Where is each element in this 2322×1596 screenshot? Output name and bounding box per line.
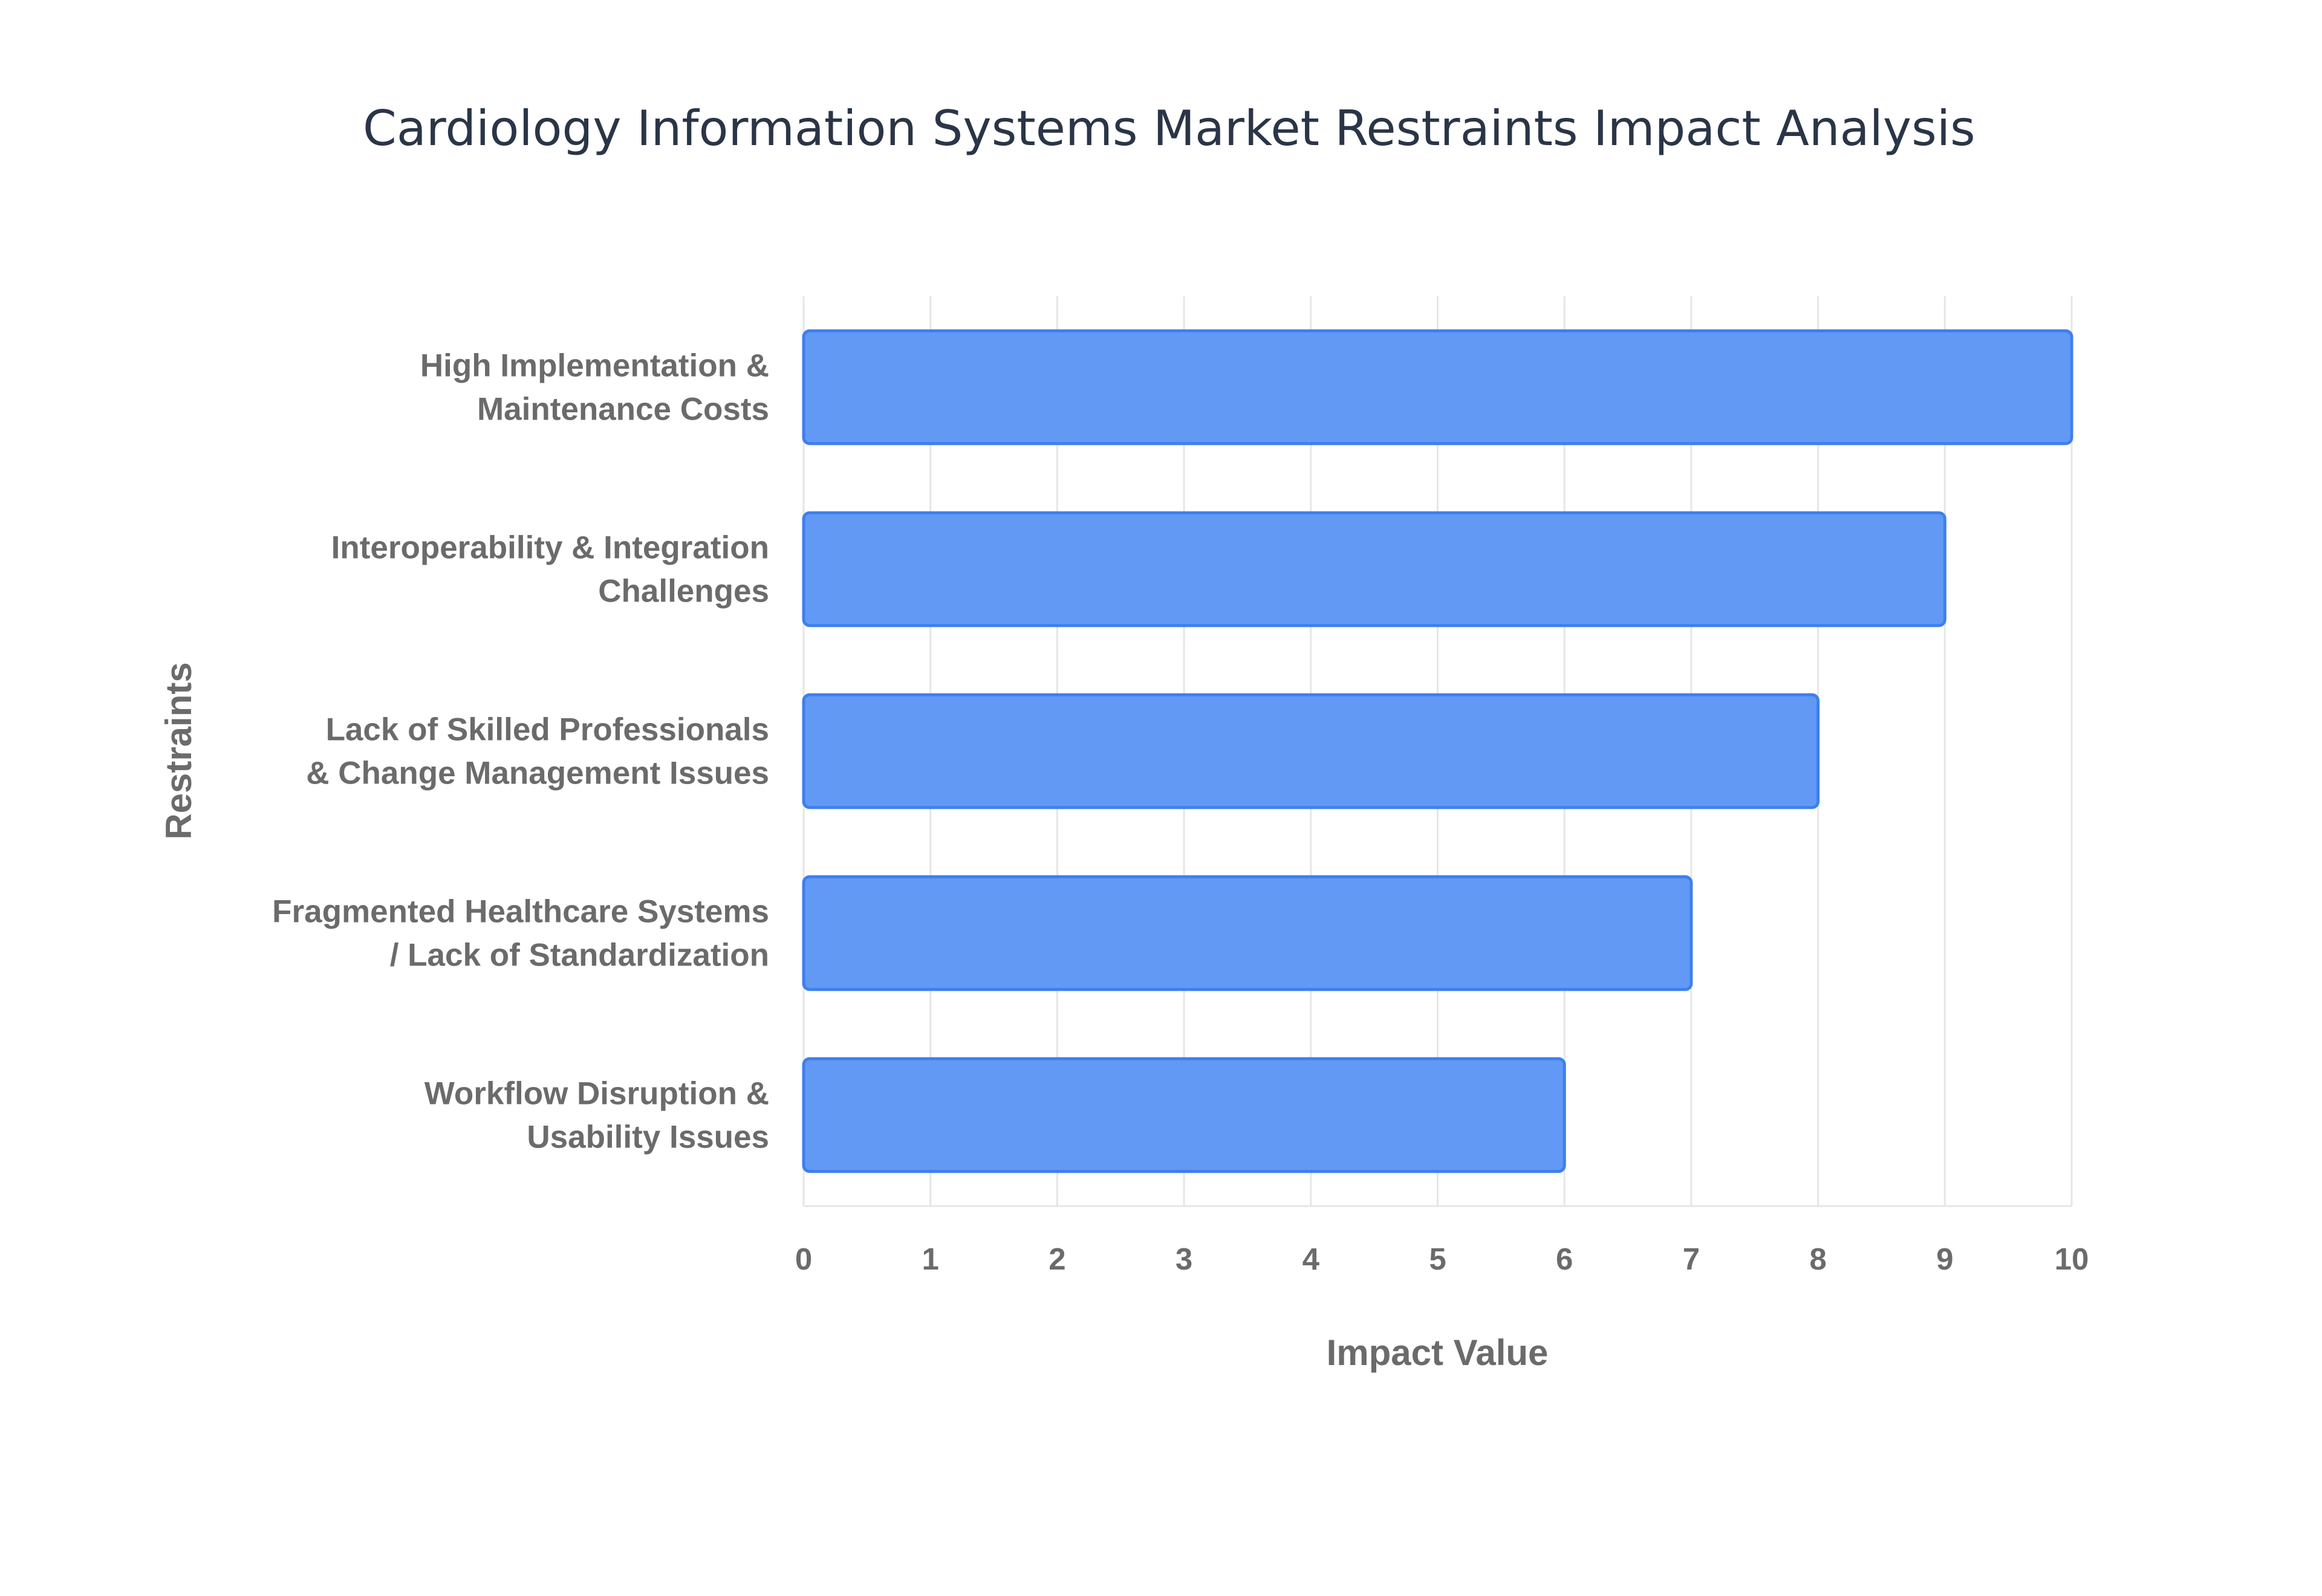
bar	[802, 329, 2073, 446]
y-category-label: Fragmented Healthcare Systems	[272, 894, 769, 930]
y-category-label: & Change Management Issues	[306, 756, 769, 791]
y-axis-title: Restraints	[158, 662, 199, 839]
bar	[802, 1057, 1566, 1173]
x-tick-label: 9	[1936, 1242, 1953, 1276]
x-tick-label: 6	[1556, 1242, 1573, 1276]
y-category-label: High Implementation &	[420, 348, 769, 384]
y-category-label: / Lack of Standardization	[390, 938, 769, 973]
bar	[802, 511, 1946, 628]
y-axis-categories: High Implementation & Maintenance Costs In…	[272, 348, 769, 1155]
x-tick-label: 0	[795, 1242, 812, 1276]
x-tick-label: 8	[1809, 1242, 1826, 1276]
x-axis-title: Impact Value	[1327, 1332, 1549, 1373]
x-tick-label: 2	[1049, 1242, 1065, 1276]
bar	[802, 693, 1820, 809]
y-category-label: Usability Issues	[527, 1120, 769, 1155]
y-category-label: Interoperability & Integration	[331, 530, 769, 566]
x-tick-label: 4	[1302, 1242, 1320, 1276]
bars	[802, 329, 2073, 1173]
x-tick-label: 5	[1429, 1242, 1446, 1276]
x-axis-ticks: 0 1 2 3 4 5 6 7 8 9 10	[795, 1242, 2089, 1276]
x-tick-label: 1	[922, 1242, 939, 1276]
x-tick-label: 10	[2055, 1242, 2089, 1276]
y-category-label: Workflow Disruption &	[424, 1076, 769, 1112]
y-category-label: Challenges	[598, 574, 769, 609]
x-tick-label: 7	[1683, 1242, 1700, 1276]
bar	[802, 875, 1693, 991]
chart-title: Cardiology Information Systems Market Re…	[363, 100, 1976, 157]
y-category-label: Lack of Skilled Professionals	[326, 712, 769, 748]
y-category-label: Maintenance Costs	[477, 392, 769, 427]
x-tick-label: 3	[1176, 1242, 1192, 1276]
